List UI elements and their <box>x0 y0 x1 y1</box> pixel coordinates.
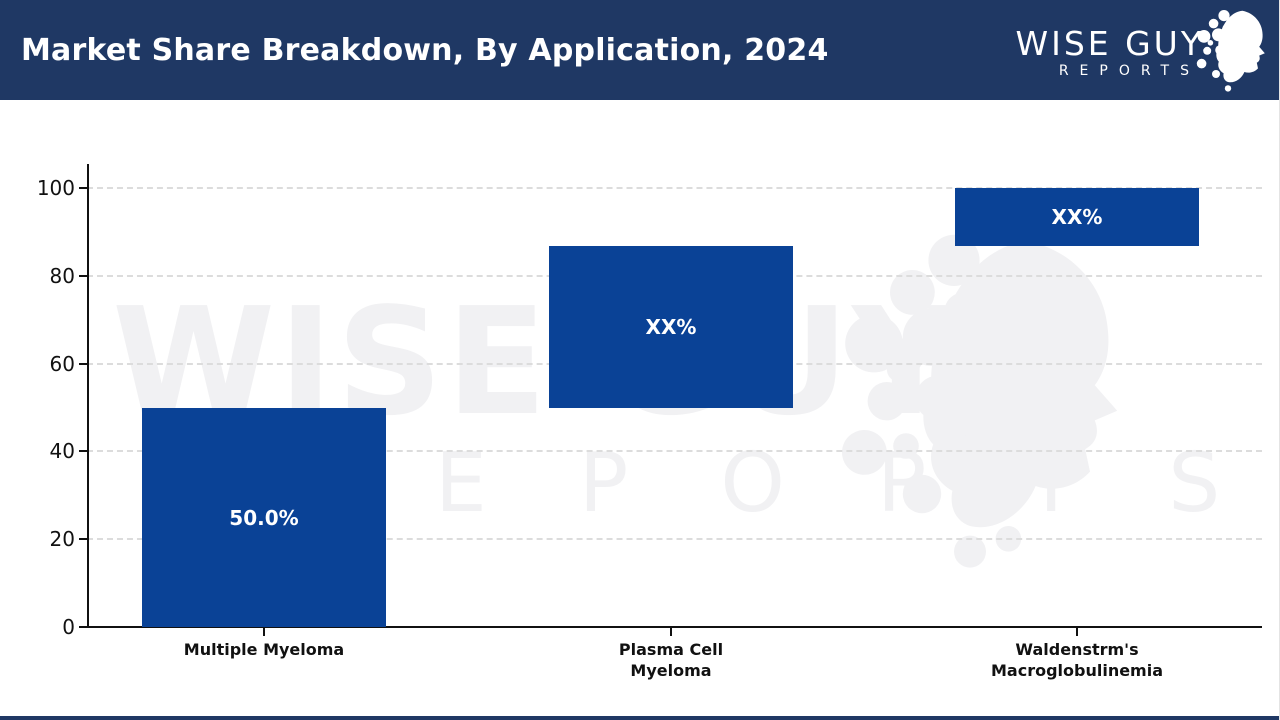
bar-segment: 50.0% <box>142 408 386 627</box>
y-tick-mark <box>79 187 87 189</box>
y-tick-mark <box>79 626 87 628</box>
y-tick-label: 40 <box>49 439 75 463</box>
watermark-head-profile-icon <box>842 234 1118 568</box>
x-tick-mark <box>670 628 672 636</box>
y-tick-label: 80 <box>49 264 75 288</box>
bar-segment: XX% <box>549 246 793 408</box>
header-bar: Market Share Breakdown, By Application, … <box>0 0 1279 100</box>
y-axis-line <box>87 164 89 628</box>
category-label: Waldenstrm's Macroglobulinemia <box>990 640 1164 680</box>
footer-bar <box>0 716 1279 720</box>
x-tick-mark <box>1076 628 1078 636</box>
category-label: Multiple Myeloma <box>183 640 345 659</box>
bar-segment: XX% <box>955 188 1199 246</box>
y-tick-mark <box>79 275 87 277</box>
x-tick-mark <box>263 628 265 636</box>
category-label: Plasma Cell Myeloma <box>618 640 724 680</box>
bar-value-label: 50.0% <box>229 505 299 530</box>
brand-wordmark: WISE GUY <box>1015 24 1204 63</box>
gridline-y-40 <box>87 450 1262 452</box>
brand-logo: WISE GUY REPORTS <box>1012 0 1272 100</box>
y-tick-label: 100 <box>36 176 75 200</box>
y-tick-mark <box>79 450 87 452</box>
brand-subword: REPORTS <box>1058 63 1200 79</box>
bar-value-label: XX% <box>1051 205 1103 229</box>
y-tick-label: 20 <box>49 527 75 551</box>
y-tick-mark <box>79 538 87 540</box>
page-title: Market Share Breakdown, By Application, … <box>21 33 829 68</box>
y-tick-label: 60 <box>49 352 75 376</box>
brand-head-profile-icon <box>1196 10 1265 92</box>
x-axis-line <box>87 626 1262 628</box>
y-tick-mark <box>79 363 87 365</box>
y-tick-label: 0 <box>62 615 75 639</box>
gridline-y-20 <box>87 538 1262 540</box>
bar-value-label: XX% <box>645 315 697 339</box>
gridline-y-100 <box>87 187 1262 189</box>
